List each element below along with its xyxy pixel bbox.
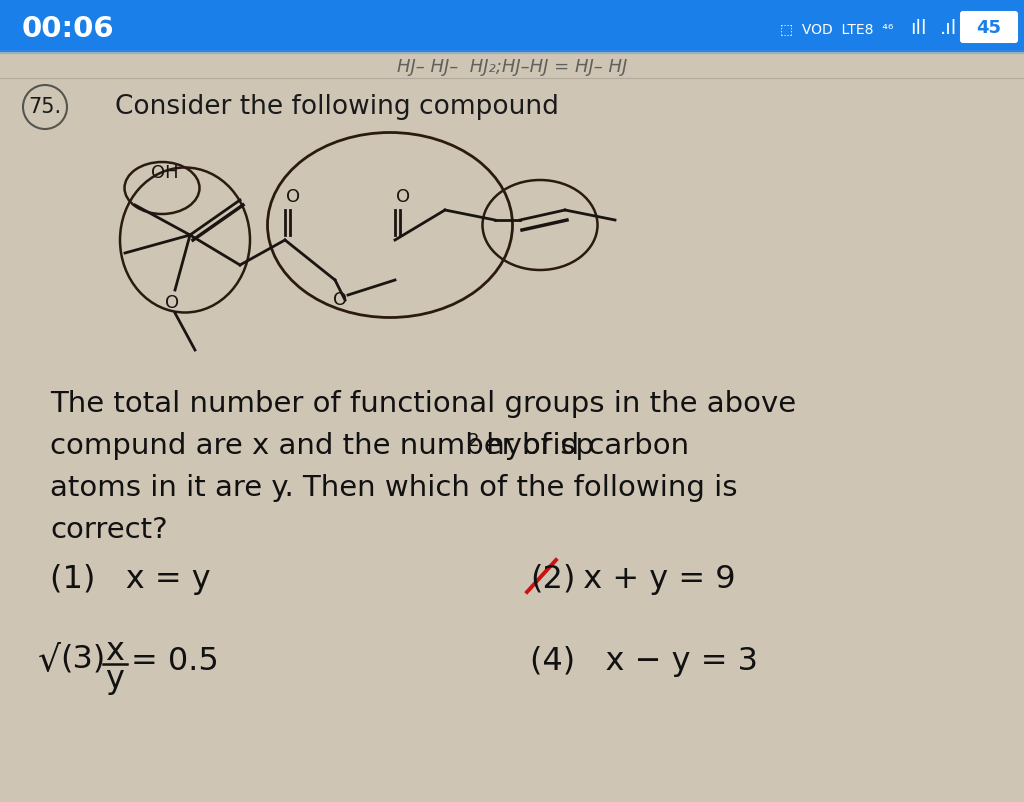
Text: O: O [333,291,347,309]
Text: correct?: correct? [50,516,168,544]
Text: O: O [286,188,300,206]
Text: (4)   x − y = 3: (4) x − y = 3 [530,646,758,677]
Text: 45: 45 [977,19,1001,37]
Text: .ıl: .ıl [940,19,957,38]
Text: ⬚  VOD  LTE8  ⁴⁶: ⬚ VOD LTE8 ⁴⁶ [780,22,893,36]
Text: 2: 2 [468,432,479,450]
FancyBboxPatch shape [0,0,1024,52]
Text: atoms in it are y. Then which of the following is: atoms in it are y. Then which of the fol… [50,474,737,502]
Text: The total number of functional groups in the above: The total number of functional groups in… [50,390,796,418]
Text: (2): (2) [530,564,575,595]
Text: ıll: ıll [910,19,927,38]
Text: x + y = 9: x + y = 9 [563,564,735,595]
Text: = 0.5: = 0.5 [131,646,219,677]
Text: hybrid carbon: hybrid carbon [477,432,689,460]
Text: O: O [396,188,410,206]
Text: √: √ [38,644,61,678]
Text: 75.: 75. [29,97,61,117]
Text: HJ– HJ–  HJ₂;HJ–HJ = HJ– HJ: HJ– HJ– HJ₂;HJ–HJ = HJ– HJ [397,58,627,76]
Text: Consider the following compound: Consider the following compound [115,94,559,120]
Text: y: y [105,664,124,695]
Text: x: x [105,636,124,667]
Text: 00:06: 00:06 [22,15,115,43]
Text: (3): (3) [60,644,105,675]
Text: (1)   x = y: (1) x = y [50,564,211,595]
Text: OH: OH [152,164,179,182]
Text: O: O [165,294,179,312]
Text: compund are x and the number of sp: compund are x and the number of sp [50,432,594,460]
FancyBboxPatch shape [961,12,1017,42]
